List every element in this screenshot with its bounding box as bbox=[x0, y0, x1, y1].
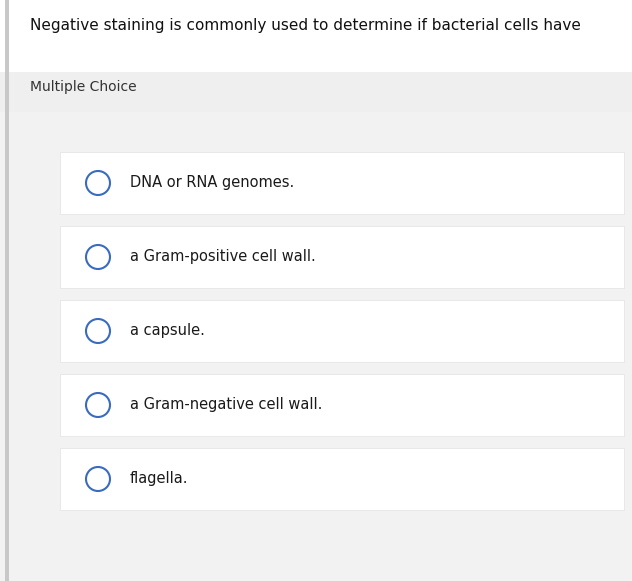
Bar bbox=[5, 0, 9, 581]
Circle shape bbox=[86, 171, 110, 195]
Text: a Gram-negative cell wall.: a Gram-negative cell wall. bbox=[130, 397, 322, 413]
Text: a capsule.: a capsule. bbox=[130, 324, 205, 339]
Circle shape bbox=[86, 467, 110, 491]
Bar bbox=[60, 374, 624, 436]
Bar bbox=[60, 226, 624, 288]
Circle shape bbox=[86, 319, 110, 343]
Bar bbox=[5, 0, 9, 581]
Text: DNA or RNA genomes.: DNA or RNA genomes. bbox=[130, 175, 295, 191]
Text: flagella.: flagella. bbox=[130, 472, 188, 486]
Circle shape bbox=[86, 245, 110, 269]
Bar bbox=[0, 112, 632, 581]
Bar bbox=[60, 152, 624, 214]
Text: a Gram-positive cell wall.: a Gram-positive cell wall. bbox=[130, 249, 316, 264]
Bar bbox=[60, 300, 624, 362]
Text: Multiple Choice: Multiple Choice bbox=[30, 80, 137, 94]
Text: Negative staining is commonly used to determine if bacterial cells have: Negative staining is commonly used to de… bbox=[30, 18, 581, 33]
Circle shape bbox=[86, 393, 110, 417]
Bar bbox=[60, 448, 624, 510]
Bar bbox=[0, 72, 632, 112]
